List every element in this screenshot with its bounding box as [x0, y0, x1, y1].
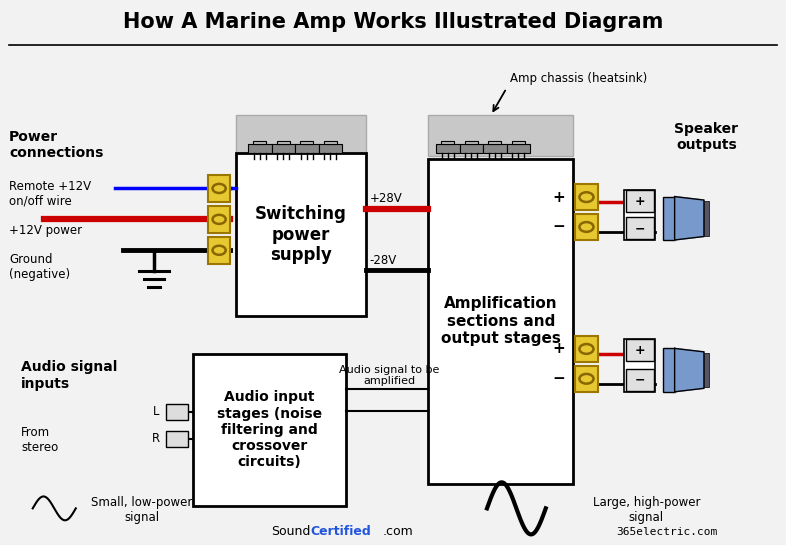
FancyBboxPatch shape	[193, 354, 346, 506]
FancyBboxPatch shape	[295, 144, 318, 153]
Text: Switching
power
supply: Switching power supply	[255, 205, 347, 264]
FancyBboxPatch shape	[208, 237, 230, 264]
FancyBboxPatch shape	[318, 144, 342, 153]
FancyBboxPatch shape	[704, 201, 709, 235]
FancyBboxPatch shape	[488, 141, 501, 144]
Text: How A Marine Amp Works Illustrated Diagram: How A Marine Amp Works Illustrated Diagr…	[123, 12, 663, 32]
Text: Ground
(negative): Ground (negative)	[9, 253, 70, 281]
Text: Large, high-power
signal: Large, high-power signal	[593, 496, 700, 524]
Text: +: +	[553, 342, 565, 356]
FancyBboxPatch shape	[272, 144, 295, 153]
FancyBboxPatch shape	[208, 175, 230, 202]
Text: Speaker
outputs: Speaker outputs	[674, 122, 738, 152]
Text: Audio input
stages (noise
filtering and
crossover
circuits): Audio input stages (noise filtering and …	[217, 390, 322, 469]
FancyBboxPatch shape	[300, 141, 314, 144]
FancyBboxPatch shape	[436, 144, 460, 153]
Text: −: −	[634, 222, 645, 235]
Text: L: L	[153, 405, 160, 419]
Text: Audio signal to be
amplified: Audio signal to be amplified	[339, 365, 439, 386]
FancyBboxPatch shape	[166, 431, 188, 447]
Polygon shape	[674, 197, 704, 240]
Polygon shape	[674, 348, 704, 392]
FancyBboxPatch shape	[626, 190, 654, 212]
FancyBboxPatch shape	[208, 206, 230, 233]
FancyBboxPatch shape	[460, 144, 483, 153]
Text: Sound: Sound	[271, 525, 310, 538]
FancyBboxPatch shape	[237, 153, 365, 316]
FancyBboxPatch shape	[512, 141, 525, 144]
FancyBboxPatch shape	[663, 197, 674, 240]
FancyBboxPatch shape	[575, 184, 598, 210]
FancyBboxPatch shape	[575, 214, 598, 240]
FancyBboxPatch shape	[575, 336, 598, 362]
Text: Remote +12V
on/off wire: Remote +12V on/off wire	[9, 180, 91, 208]
Text: Audio signal
inputs: Audio signal inputs	[21, 360, 117, 391]
FancyBboxPatch shape	[442, 141, 454, 144]
Text: +: +	[553, 190, 565, 204]
Text: .com: .com	[383, 525, 413, 538]
FancyBboxPatch shape	[465, 141, 478, 144]
FancyBboxPatch shape	[166, 404, 188, 420]
FancyBboxPatch shape	[624, 190, 656, 240]
FancyBboxPatch shape	[237, 115, 365, 156]
Text: Amp chassis (heatsink): Amp chassis (heatsink)	[510, 72, 648, 86]
Text: Amplification
sections and
output stages: Amplification sections and output stages	[441, 296, 560, 346]
FancyBboxPatch shape	[277, 141, 290, 144]
Text: -28V: -28V	[369, 255, 397, 268]
FancyBboxPatch shape	[428, 115, 573, 156]
FancyBboxPatch shape	[253, 141, 266, 144]
Text: Small, low-power
signal: Small, low-power signal	[91, 496, 193, 524]
Text: R: R	[152, 433, 160, 445]
FancyBboxPatch shape	[324, 141, 337, 144]
Text: −: −	[553, 371, 565, 386]
Text: +12V power: +12V power	[9, 223, 83, 237]
Text: From
stereo: From stereo	[21, 426, 58, 453]
FancyBboxPatch shape	[626, 369, 654, 391]
FancyBboxPatch shape	[663, 348, 674, 392]
Text: +28V: +28V	[369, 192, 402, 205]
Text: Power
connections: Power connections	[9, 130, 104, 160]
Text: −: −	[634, 374, 645, 387]
FancyBboxPatch shape	[626, 217, 654, 239]
FancyBboxPatch shape	[428, 159, 573, 484]
Text: +: +	[634, 344, 645, 357]
FancyBboxPatch shape	[626, 339, 654, 361]
Text: −: −	[553, 220, 565, 234]
Text: Certified: Certified	[310, 525, 372, 538]
FancyBboxPatch shape	[248, 144, 272, 153]
Text: +: +	[634, 195, 645, 208]
FancyBboxPatch shape	[506, 144, 530, 153]
Text: 365electric.com: 365electric.com	[616, 526, 718, 537]
FancyBboxPatch shape	[624, 339, 656, 392]
FancyBboxPatch shape	[575, 366, 598, 392]
FancyBboxPatch shape	[704, 353, 709, 387]
FancyBboxPatch shape	[483, 144, 506, 153]
